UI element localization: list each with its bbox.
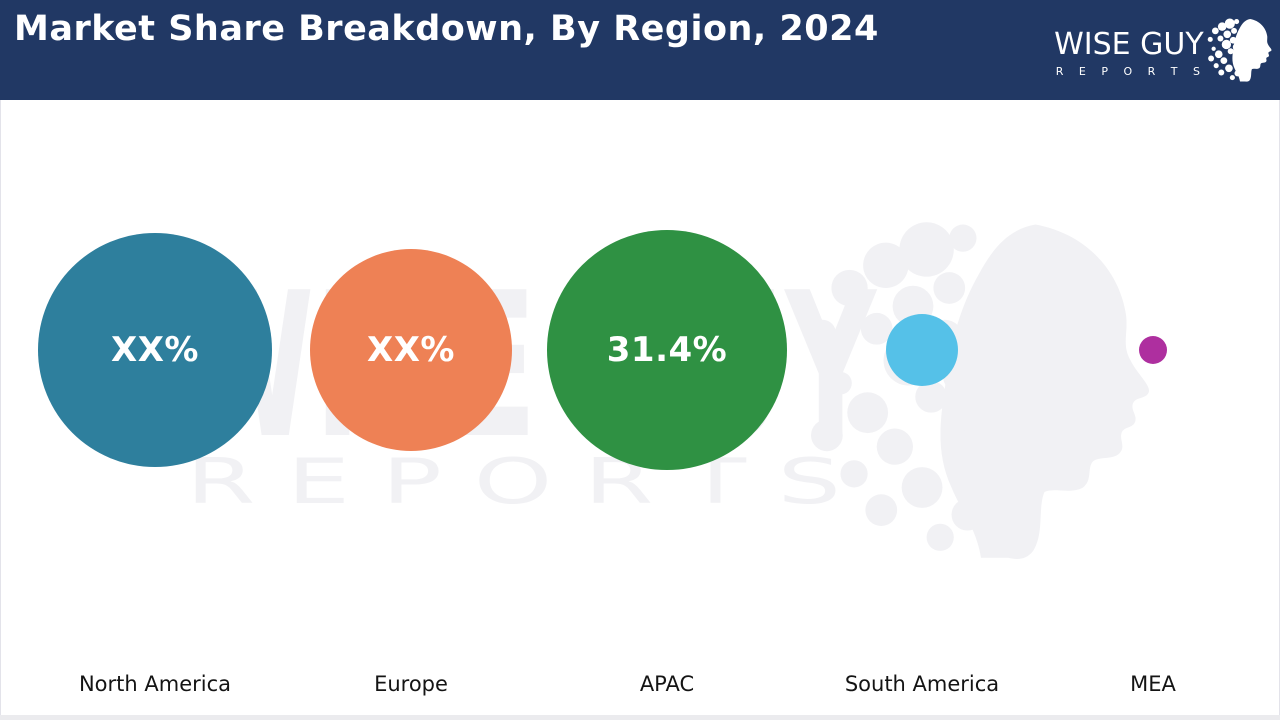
bubble-mea bbox=[1139, 336, 1167, 364]
bubble-south-america bbox=[886, 314, 958, 386]
logo-text: WISE GUY R E P O R T S bbox=[1052, 27, 1206, 79]
watermark-brand-subtext: R E P O R T S bbox=[186, 445, 841, 518]
header-bar: Market Share Breakdown, By Region, 2024 … bbox=[0, 0, 1280, 100]
bubble-value-label: 31.4% bbox=[606, 330, 728, 370]
category-label-south-america: South America bbox=[844, 672, 1000, 696]
wiseguy-logo: WISE GUY R E P O R T S bbox=[1052, 4, 1274, 96]
wiseguy-head-icon bbox=[1206, 10, 1274, 90]
category-label-apac: APAC bbox=[639, 672, 695, 696]
logo-brand-name: WISE GUY bbox=[1054, 27, 1204, 62]
bubble-europe: XX% bbox=[310, 249, 512, 451]
category-label-north-america: North America bbox=[78, 672, 232, 696]
category-label-europe: Europe bbox=[374, 672, 448, 696]
page-title: Market Share Breakdown, By Region, 2024 bbox=[14, 9, 879, 49]
bubble-north-america: XX% bbox=[38, 233, 272, 467]
bubble-value-label: XX% bbox=[367, 330, 455, 370]
category-label-mea: MEA bbox=[1130, 672, 1176, 696]
bubble-apac: 31.4% bbox=[547, 230, 787, 470]
logo-brand-subtitle: R E P O R T S bbox=[1055, 65, 1206, 78]
bubble-chart: WISE GUY R E P O R T S XX% XX% 31.4% Nor… bbox=[0, 100, 1280, 715]
bubble-value-label: XX% bbox=[111, 330, 199, 370]
bottom-strip bbox=[0, 715, 1280, 720]
